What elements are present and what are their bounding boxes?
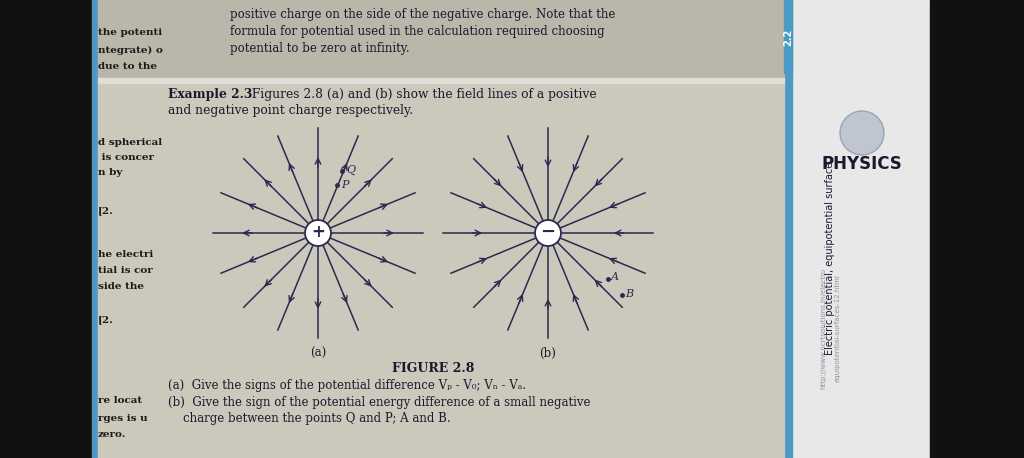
Text: B: B <box>625 289 633 299</box>
Text: +: + <box>311 223 325 241</box>
Text: d spherical: d spherical <box>98 138 162 147</box>
Circle shape <box>535 220 561 246</box>
Text: (a)  Give the signs of the potential difference Vₚ - V₀; Vₙ - Vₐ.: (a) Give the signs of the potential diff… <box>168 379 526 392</box>
Text: side the: side the <box>98 282 144 291</box>
Text: (b)  Give the sign of the potential energy difference of a small negative: (b) Give the sign of the potential energ… <box>168 396 591 409</box>
Bar <box>784 0 792 458</box>
Text: A: A <box>611 272 618 282</box>
Text: [2.: [2. <box>98 315 114 324</box>
Text: [2.: [2. <box>98 206 114 215</box>
Text: −: − <box>541 223 556 241</box>
Bar <box>790 0 1024 458</box>
Text: potential to be zero at infinity.: potential to be zero at infinity. <box>230 42 410 55</box>
Text: n by: n by <box>98 168 123 177</box>
Text: Q: Q <box>346 165 355 175</box>
Text: is concer: is concer <box>98 153 154 162</box>
Text: http://www.ncrtsolutions.in/electro: http://www.ncrtsolutions.in/electro <box>820 267 826 388</box>
Text: zero.: zero. <box>98 430 127 439</box>
Bar <box>98 83 784 458</box>
Circle shape <box>840 111 884 155</box>
Text: charge between the points Q and P; A and B.: charge between the points Q and P; A and… <box>183 412 451 425</box>
Circle shape <box>305 220 331 246</box>
Text: and negative point charge respectively.: and negative point charge respectively. <box>168 104 413 117</box>
Text: (a): (a) <box>310 347 326 360</box>
Text: positive charge on the side of the negative charge. Note that the: positive charge on the side of the negat… <box>230 8 615 21</box>
Text: he electri: he electri <box>98 250 154 259</box>
Text: equipotential-surfaces-12.html: equipotential-surfaces-12.html <box>835 274 841 382</box>
Bar <box>98 78 784 83</box>
Text: Electric potential, equipotential surface: Electric potential, equipotential surfac… <box>825 161 835 354</box>
Text: Figures 2.8 (a) and (b) show the field lines of a positive: Figures 2.8 (a) and (b) show the field l… <box>248 88 597 101</box>
Bar <box>92 0 98 458</box>
Text: tial is cor: tial is cor <box>98 266 153 275</box>
Text: PHYSICS: PHYSICS <box>821 155 902 173</box>
Text: due to the: due to the <box>98 62 157 71</box>
Text: 2.2: 2.2 <box>783 28 793 46</box>
Bar <box>98 0 784 78</box>
Bar <box>784 0 792 73</box>
Text: rges is u: rges is u <box>98 414 147 423</box>
Text: re locat: re locat <box>98 396 142 405</box>
Bar <box>930 0 1024 458</box>
Text: (b): (b) <box>540 347 556 360</box>
Text: the potenti: the potenti <box>98 28 162 37</box>
Text: P: P <box>341 180 348 190</box>
Text: ntegrate) o: ntegrate) o <box>98 46 163 55</box>
Text: FIGURE 2.8: FIGURE 2.8 <box>392 362 474 375</box>
Text: Example 2.3: Example 2.3 <box>168 88 252 101</box>
Text: formula for potential used in the calculation required choosing: formula for potential used in the calcul… <box>230 25 604 38</box>
Bar <box>0 0 95 458</box>
